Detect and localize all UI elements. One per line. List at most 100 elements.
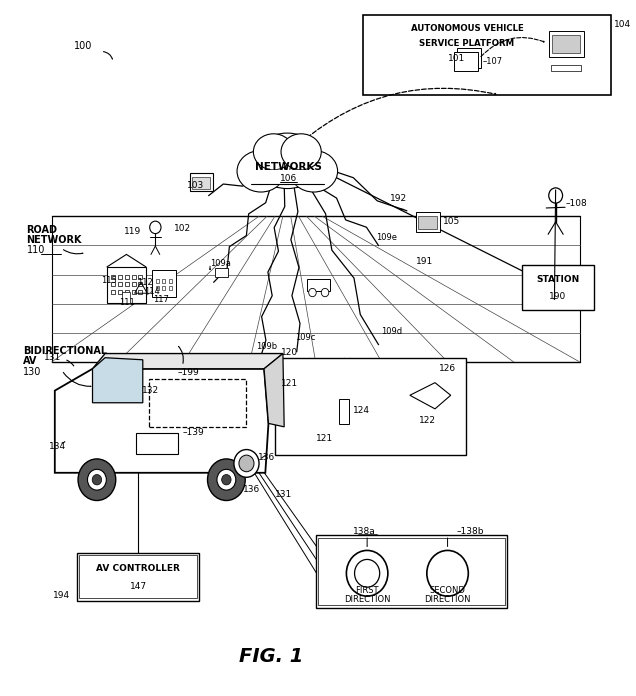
Text: 194: 194 [53, 591, 71, 600]
Bar [339, 400, 349, 425]
Bar [137, 433, 178, 454]
Text: 102: 102 [174, 224, 191, 233]
Text: FIG. 1: FIG. 1 [239, 647, 304, 666]
Text: 101: 101 [448, 54, 466, 63]
Text: 192: 192 [390, 194, 407, 203]
Bar [169, 279, 172, 283]
Bar [139, 290, 142, 294]
Text: AV CONTROLLER: AV CONTROLLER [96, 564, 180, 573]
Text: NETWORKS: NETWORKS [255, 162, 322, 172]
Text: BIDIRECTIONAL: BIDIRECTIONAL [24, 346, 107, 356]
Bar [118, 290, 122, 294]
Bar [132, 290, 136, 294]
Text: 132: 132 [142, 386, 158, 395]
Ellipse shape [290, 150, 338, 192]
Bar [549, 31, 584, 57]
Text: 100: 100 [74, 42, 92, 52]
Bar [169, 286, 172, 290]
Bar [215, 267, 228, 277]
Bar [139, 282, 142, 286]
Circle shape [549, 188, 563, 203]
Text: –107: –107 [482, 57, 502, 66]
Bar [156, 286, 159, 290]
Text: 121: 121 [281, 379, 298, 388]
Text: 104: 104 [614, 20, 631, 29]
FancyArrowPatch shape [67, 360, 74, 366]
FancyArrowPatch shape [62, 442, 65, 443]
Bar [551, 65, 581, 71]
Ellipse shape [252, 133, 322, 189]
Text: 122: 122 [419, 416, 436, 425]
Text: 117: 117 [153, 295, 169, 304]
Bar [118, 282, 122, 286]
Text: 115: 115 [100, 276, 116, 285]
Text: –108: –108 [565, 199, 588, 208]
FancyArrowPatch shape [179, 347, 183, 363]
Text: 109a: 109a [210, 259, 231, 268]
Bar [162, 286, 165, 290]
Circle shape [239, 455, 254, 472]
Bar [454, 52, 478, 71]
Bar [139, 274, 142, 278]
Circle shape [88, 469, 106, 490]
Text: AV: AV [24, 356, 38, 366]
Polygon shape [92, 358, 143, 403]
Text: 131: 131 [43, 352, 61, 361]
Circle shape [234, 450, 259, 477]
Text: 109b: 109b [256, 342, 277, 351]
Text: 136: 136 [244, 485, 261, 494]
Circle shape [321, 288, 329, 296]
Bar [111, 282, 115, 286]
Bar [193, 177, 210, 189]
Ellipse shape [281, 134, 321, 170]
Text: 190: 190 [550, 292, 567, 301]
Circle shape [149, 221, 161, 234]
Text: 139: 139 [149, 438, 166, 448]
Polygon shape [92, 354, 283, 369]
Text: 106: 106 [280, 174, 297, 182]
Text: 121: 121 [315, 434, 333, 443]
Text: 124: 124 [354, 406, 370, 416]
Text: DIRECTION: DIRECTION [344, 595, 391, 604]
Bar [315, 535, 508, 608]
Text: FIRST: FIRST [356, 586, 379, 595]
Bar [416, 212, 440, 232]
Bar [460, 45, 484, 64]
Text: 119: 119 [123, 227, 141, 236]
Text: 109d: 109d [382, 327, 403, 336]
Bar [318, 538, 505, 606]
Bar [77, 553, 199, 601]
Text: 126: 126 [439, 363, 457, 372]
Text: –199: –199 [177, 367, 199, 377]
Bar [275, 358, 466, 455]
Circle shape [354, 560, 380, 587]
Text: 110: 110 [27, 245, 45, 255]
Text: AUTONOMOUS VEHICLE: AUTONOMOUS VEHICLE [411, 24, 523, 33]
Text: 114: 114 [144, 287, 160, 296]
Text: 191: 191 [416, 257, 433, 266]
Polygon shape [264, 354, 284, 427]
Bar [125, 274, 129, 278]
Bar [111, 274, 115, 278]
Bar [418, 216, 437, 229]
Text: 109c: 109c [296, 333, 316, 342]
Text: 138a: 138a [352, 526, 375, 535]
Text: STATION: STATION [536, 275, 579, 284]
FancyArrowPatch shape [262, 454, 266, 458]
Text: ROAD: ROAD [27, 225, 57, 235]
Text: –138b: –138b [457, 526, 485, 535]
Circle shape [78, 459, 116, 500]
Circle shape [207, 459, 245, 500]
Text: SECOND: SECOND [430, 586, 466, 595]
Bar [162, 279, 165, 283]
Ellipse shape [253, 134, 294, 170]
FancyArrowPatch shape [64, 250, 83, 254]
Bar [152, 270, 176, 296]
Text: 112: 112 [137, 278, 153, 287]
Text: 131: 131 [275, 490, 292, 499]
Circle shape [347, 551, 388, 596]
Bar [122, 292, 130, 303]
Bar [132, 282, 136, 286]
Circle shape [308, 288, 316, 296]
Text: 105: 105 [443, 217, 460, 226]
